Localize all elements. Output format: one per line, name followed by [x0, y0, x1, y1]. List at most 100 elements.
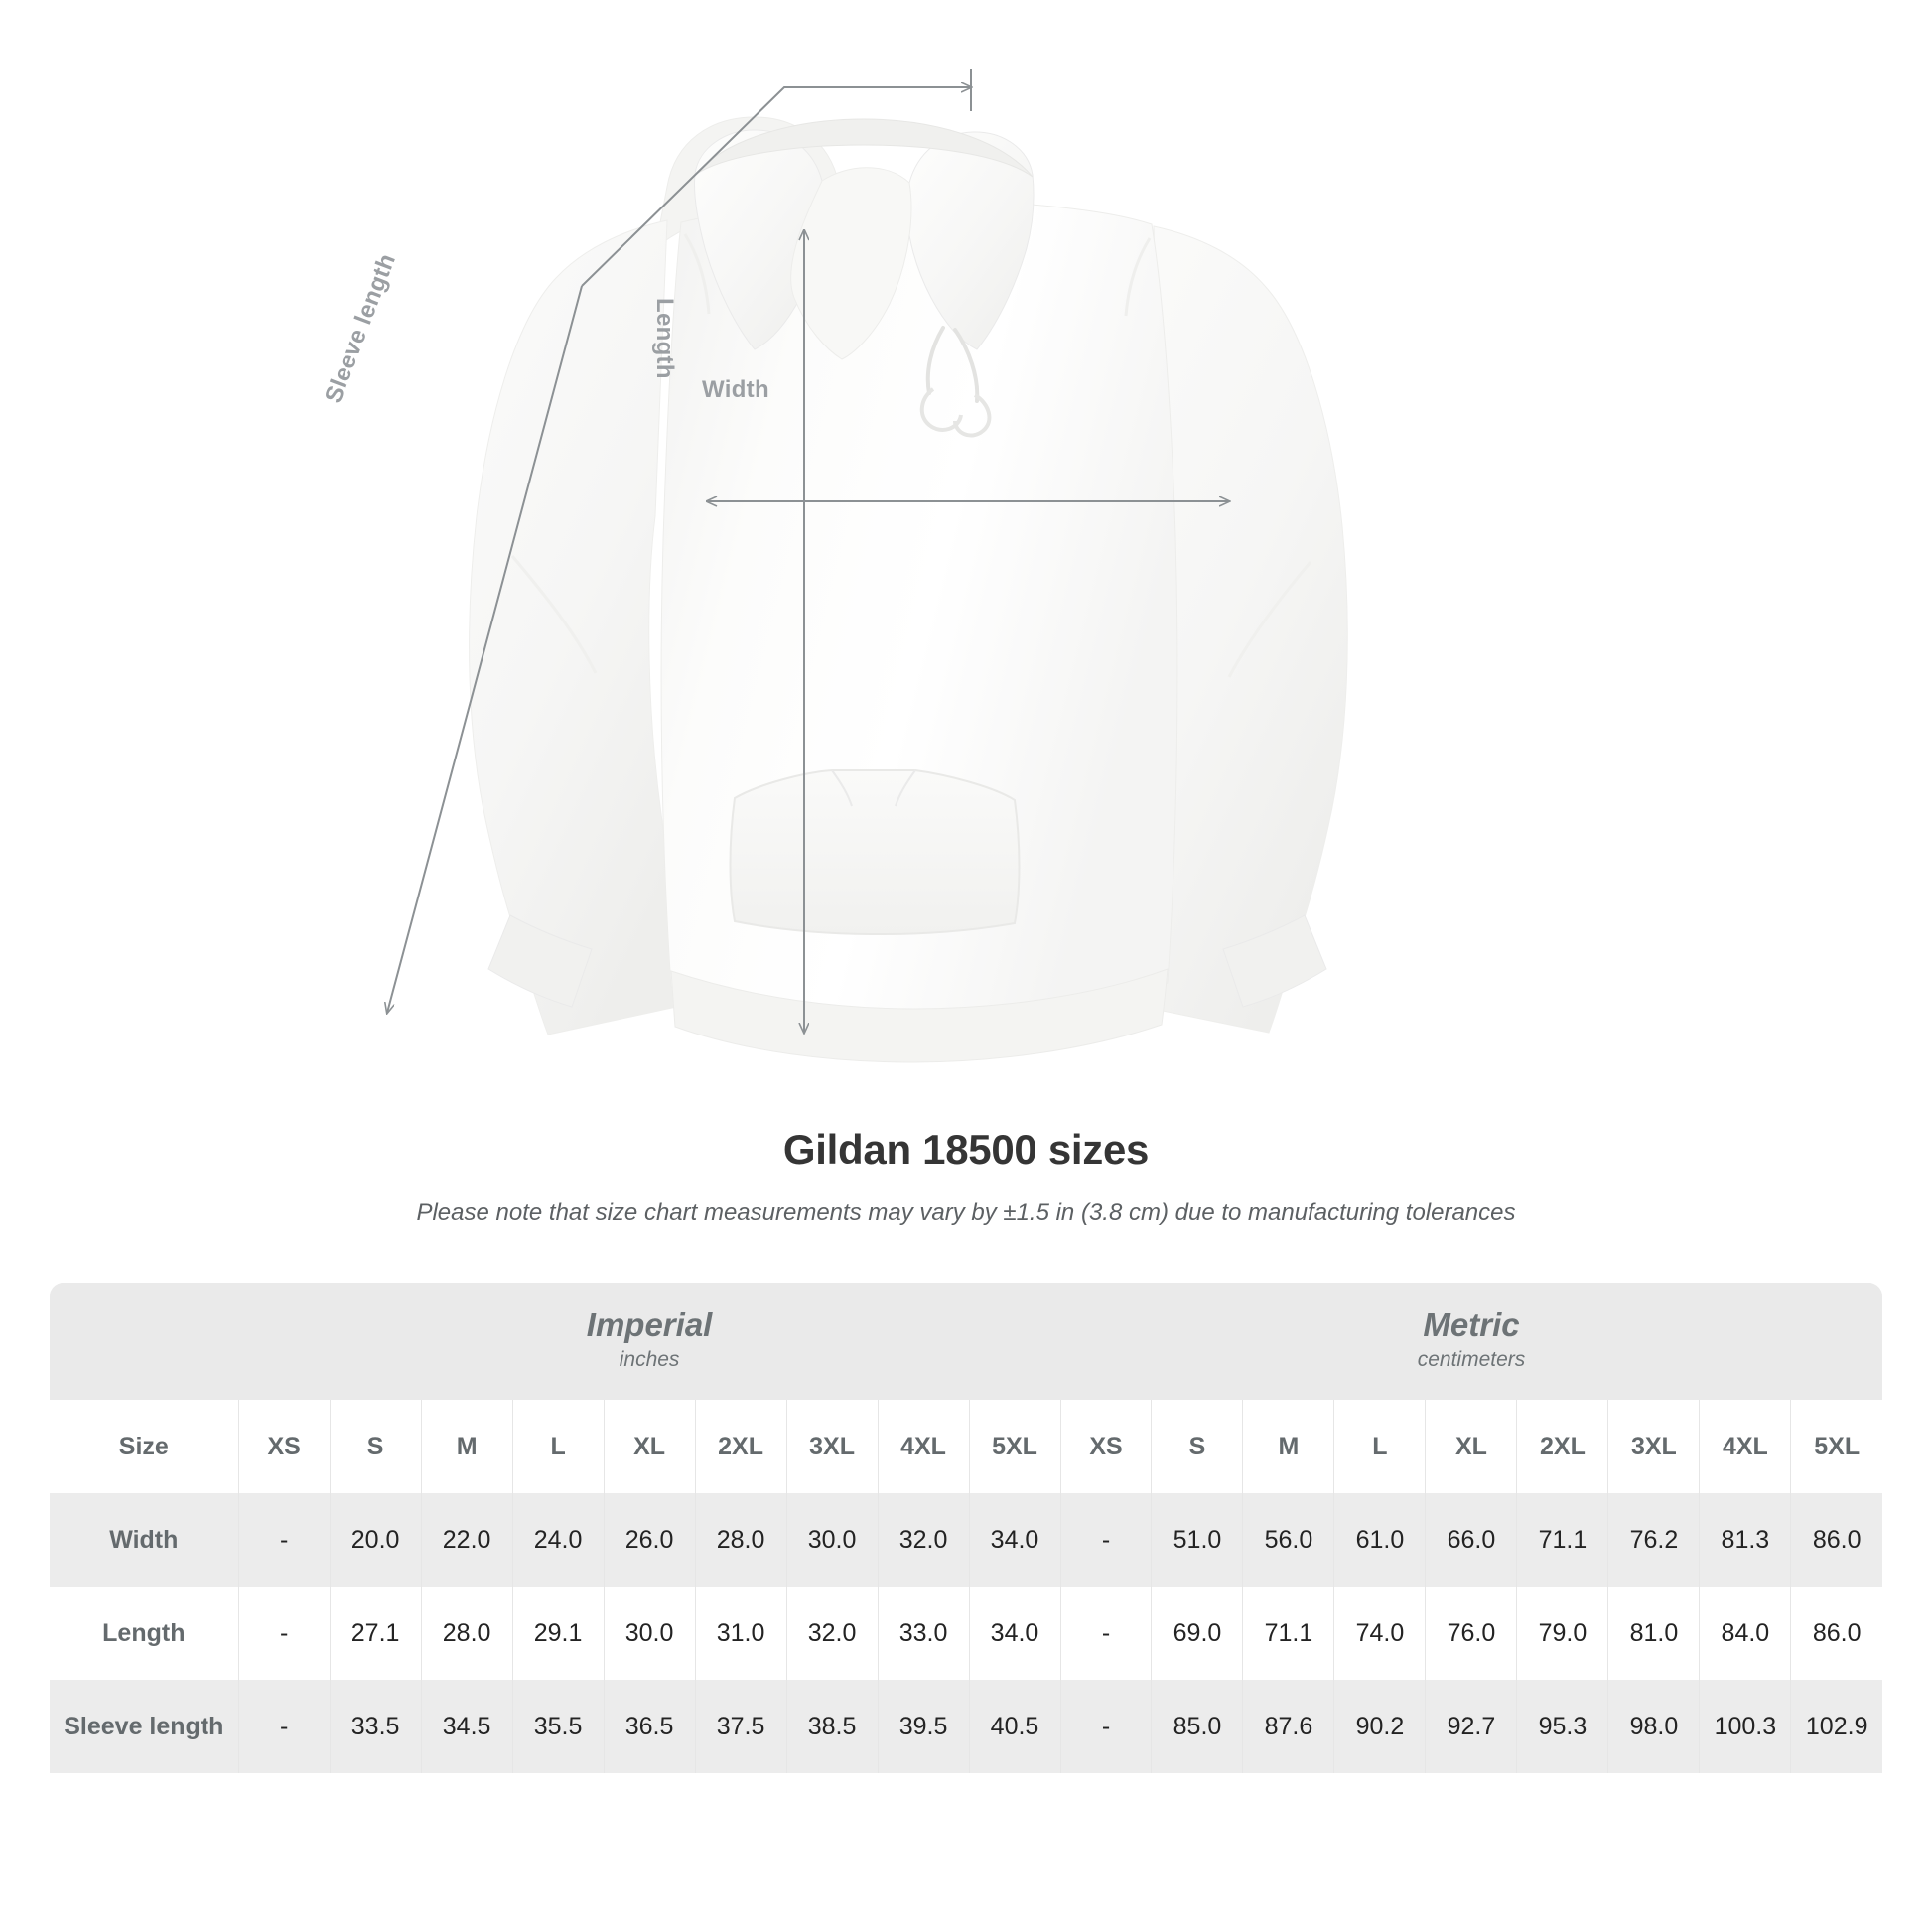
measurement-guides — [387, 69, 1229, 1033]
size-header-imperial-5xl[interactable]: 5XL — [968, 1400, 1060, 1493]
cell-length-imperial-xl: 30.0 — [603, 1587, 696, 1680]
cell-width-imperial-s: 20.0 — [329, 1493, 422, 1587]
cell-sleeve-length-imperial-m: 34.5 — [420, 1680, 513, 1773]
row-label-sleeve-length: Sleeve length — [50, 1680, 239, 1773]
cell-sleeve-length-metric-s: 85.0 — [1151, 1680, 1243, 1773]
table-row: Sleeve length -33.5 34.5 35.5 36.5 37.5 38.5 39… — [50, 1680, 1882, 1773]
cell-sleeve-length-metric-xs: - — [1059, 1680, 1152, 1773]
cell-width-metric-4xl: 81.3 — [1699, 1493, 1791, 1587]
unit-band-spacer — [50, 1283, 239, 1400]
hoodie-illustration — [0, 69, 1348, 1063]
cell-sleeve-length-metric-2xl: 95.3 — [1516, 1680, 1608, 1773]
cell-sleeve-length-imperial-4xl: 39.5 — [877, 1680, 970, 1773]
size-header-metric-m[interactable]: M — [1242, 1400, 1334, 1493]
cell-width-imperial-3xl: 30.0 — [785, 1493, 879, 1587]
garment-shape — [469, 116, 1348, 1063]
title-block: Gildan 18500 sizes Please note that size… — [0, 1126, 1932, 1227]
size-header-imperial-3xl[interactable]: 3XL — [785, 1400, 879, 1493]
cell-width-imperial-5xl: 34.0 — [968, 1493, 1060, 1587]
size-header-imperial-xs[interactable]: XS — [237, 1400, 331, 1493]
unit-header-imperial: Imperial inches — [238, 1283, 1060, 1400]
tolerance-note: Please note that size chart measurements… — [416, 1199, 1516, 1226]
cell-length-metric-3xl: 81.0 — [1607, 1587, 1700, 1680]
cell-length-metric-4xl: 84.0 — [1699, 1587, 1791, 1680]
size-header-imperial-4xl[interactable]: 4XL — [877, 1400, 970, 1493]
cell-sleeve-length-metric-5xl: 102.9 — [1790, 1680, 1882, 1773]
cell-sleeve-length-metric-3xl: 98.0 — [1607, 1680, 1700, 1773]
length-measure-label: Length — [651, 298, 678, 379]
cell-width-metric-5xl: 86.0 — [1790, 1493, 1882, 1587]
cell-sleeve-length-imperial-xs: - — [237, 1680, 331, 1773]
row-label-width: Width — [50, 1493, 239, 1587]
cell-length-imperial-s: 27.1 — [329, 1587, 422, 1680]
cell-length-metric-s: 69.0 — [1151, 1587, 1243, 1680]
size-header-metric-4xl[interactable]: 4XL — [1699, 1400, 1791, 1493]
cell-sleeve-length-metric-xl: 92.7 — [1425, 1680, 1517, 1773]
cell-width-imperial-l: 24.0 — [511, 1493, 605, 1587]
size-chart-table: Imperial inches Metric centimeters Size XS S M L… — [50, 1283, 1882, 1773]
cell-width-metric-l: 61.0 — [1333, 1493, 1426, 1587]
cell-sleeve-length-imperial-xl: 36.5 — [603, 1680, 696, 1773]
cell-length-imperial-4xl: 33.0 — [877, 1587, 970, 1680]
size-header-imperial-2xl[interactable]: 2XL — [694, 1400, 787, 1493]
row-label-length: Length — [50, 1587, 239, 1680]
size-header-metric-l[interactable]: L — [1333, 1400, 1426, 1493]
table-row: Length -27.1 28.0 29.1 30.0 31.0 32.0 33.0 34.0-… — [50, 1587, 1882, 1680]
unit-band-row: Imperial inches Metric centimeters — [50, 1283, 1882, 1400]
cell-width-metric-m: 56.0 — [1242, 1493, 1334, 1587]
cell-width-metric-xl: 66.0 — [1425, 1493, 1517, 1587]
size-header-metric-xl[interactable]: XL — [1425, 1400, 1517, 1493]
size-header-metric-5xl[interactable]: 5XL — [1790, 1400, 1882, 1493]
sleeve-leader-line — [581, 87, 971, 287]
cell-length-metric-xl: 76.0 — [1425, 1587, 1517, 1680]
unit-title: Metric — [1423, 1306, 1520, 1343]
size-header-imperial-s[interactable]: S — [329, 1400, 422, 1493]
unit-title: Imperial — [586, 1306, 713, 1343]
cell-length-metric-l: 74.0 — [1333, 1587, 1426, 1680]
width-measure-label: Width — [702, 376, 769, 403]
cell-width-metric-2xl: 71.1 — [1516, 1493, 1608, 1587]
cell-width-imperial-xl: 26.0 — [603, 1493, 696, 1587]
cell-length-metric-xs: - — [1059, 1587, 1152, 1680]
cell-length-imperial-2xl: 31.0 — [694, 1587, 787, 1680]
size-header-metric-3xl[interactable]: 3XL — [1607, 1400, 1700, 1493]
size-header-imperial-m[interactable]: M — [420, 1400, 513, 1493]
sleeve-length-arrow — [387, 285, 583, 1013]
size-chart-table-wrapper: Imperial inches Metric centimeters Size XS S M L… — [50, 1283, 1882, 1773]
cell-length-imperial-l: 29.1 — [511, 1587, 605, 1680]
cell-sleeve-length-imperial-3xl: 38.5 — [785, 1680, 879, 1773]
cell-length-metric-m: 71.1 — [1242, 1587, 1334, 1680]
cell-sleeve-length-imperial-s: 33.5 — [329, 1680, 422, 1773]
size-header-metric-2xl[interactable]: 2XL — [1516, 1400, 1608, 1493]
size-header-imperial-xl[interactable]: XL — [603, 1400, 696, 1493]
cell-sleeve-length-imperial-2xl: 37.5 — [694, 1680, 787, 1773]
cell-length-metric-5xl: 86.0 — [1790, 1587, 1882, 1680]
cell-width-imperial-xs: - — [237, 1493, 331, 1587]
size-header-row: Size XS S M L XL 2XL 3XL 4XL 5XL XS S M L XL 2XL 3XL 4XL 5… — [50, 1400, 1882, 1493]
table-row: Width -20.0 22.0 24.0 26.0 28.0 30.0 32.0 34.0-5… — [50, 1493, 1882, 1587]
cell-sleeve-length-imperial-5xl: 40.5 — [968, 1680, 1060, 1773]
cell-sleeve-length-imperial-l: 35.5 — [511, 1680, 605, 1773]
cell-sleeve-length-metric-4xl: 100.3 — [1699, 1680, 1791, 1773]
cell-width-metric-s: 51.0 — [1151, 1493, 1243, 1587]
cell-width-imperial-2xl: 28.0 — [694, 1493, 787, 1587]
cell-length-imperial-xs: - — [237, 1587, 331, 1680]
cell-width-metric-xs: - — [1059, 1493, 1152, 1587]
cell-width-imperial-m: 22.0 — [420, 1493, 513, 1587]
cell-sleeve-length-metric-m: 87.6 — [1242, 1680, 1334, 1773]
cell-width-imperial-4xl: 32.0 — [877, 1493, 970, 1587]
size-header-metric-xs[interactable]: XS — [1059, 1400, 1152, 1493]
cell-length-metric-2xl: 79.0 — [1516, 1587, 1608, 1680]
unit-subtitle: inches — [619, 1347, 680, 1371]
cell-length-imperial-3xl: 32.0 — [785, 1587, 879, 1680]
size-header-imperial-l[interactable]: L — [511, 1400, 605, 1493]
unit-subtitle: centimeters — [1417, 1347, 1526, 1371]
cell-sleeve-length-metric-l: 90.2 — [1333, 1680, 1426, 1773]
page-title: Gildan 18500 sizes — [782, 1126, 1150, 1173]
cell-length-imperial-m: 28.0 — [420, 1587, 513, 1680]
hoodie-diagram: Length Width Sleeve length — [0, 69, 1348, 1063]
cell-width-metric-3xl: 76.2 — [1607, 1493, 1700, 1587]
size-column-header: Size — [50, 1400, 239, 1493]
unit-header-metric: Metric centimeters — [1060, 1283, 1882, 1400]
size-header-metric-s[interactable]: S — [1151, 1400, 1243, 1493]
